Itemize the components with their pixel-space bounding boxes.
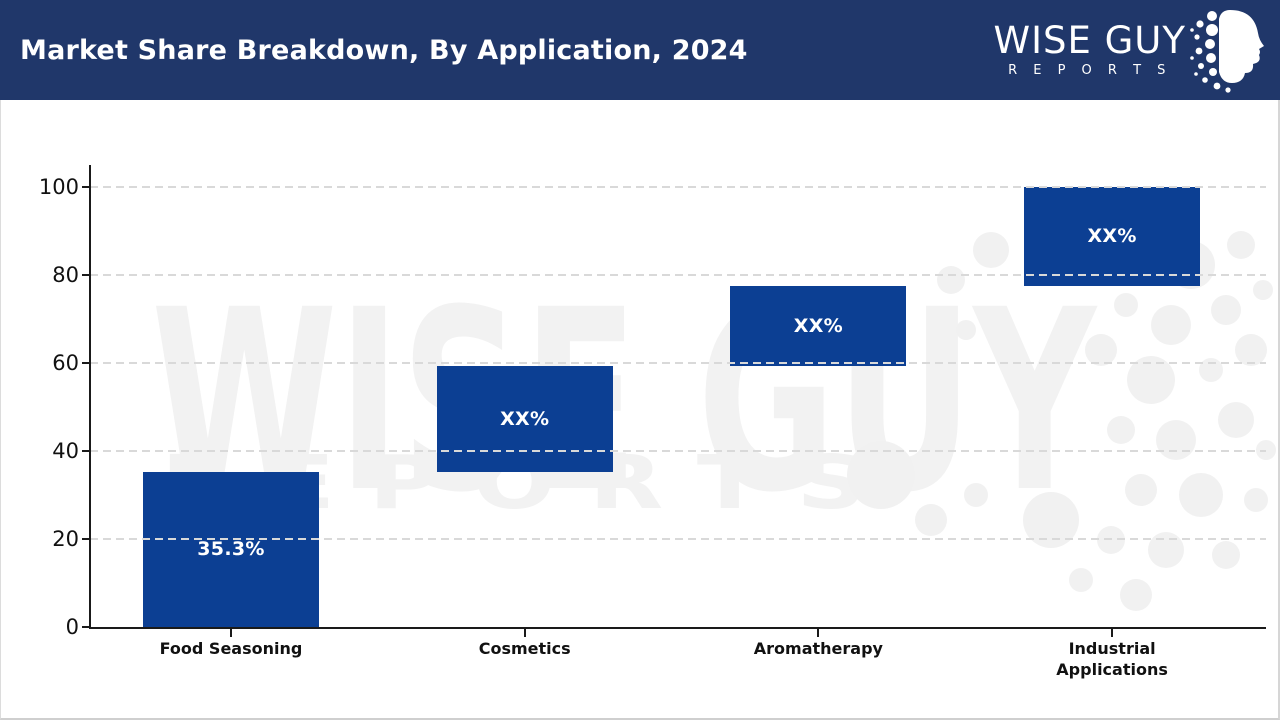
x-tick-mark-1: [523, 629, 526, 637]
chart-area: WISE GUY R E P O R T S 0 20 40 60 80 100 35.3%…: [0, 100, 1280, 720]
x-category-label-3: Industrial Applications: [1056, 639, 1168, 679]
bar-cosmetics: XX%: [436, 366, 613, 472]
y-tick-mark-20: [82, 538, 90, 540]
gridline-80: [90, 274, 1266, 276]
x-category-label-2: Aromatherapy: [753, 639, 883, 658]
brand-logo-text: WISE GUY R E P O R T S: [994, 22, 1186, 78]
bar-aromatherapy: XX%: [730, 285, 907, 367]
y-tick-mark-0: [82, 626, 90, 628]
bar-industrial-applications: XX%: [1024, 187, 1201, 286]
brand-logo: WISE GUY R E P O R T S: [994, 6, 1280, 94]
page-title: Market Share Breakdown, By Application, …: [20, 34, 748, 66]
y-tick-label-80: 80: [52, 263, 79, 287]
y-tick-mark-60: [82, 362, 90, 364]
y-tick-label-100: 100: [38, 175, 79, 199]
bar-value-label: XX%: [500, 407, 550, 430]
x-axis-line: [89, 627, 1266, 629]
bar-value-label: 35.3%: [197, 538, 265, 561]
bar-food-seasoning: 35.3%: [143, 471, 319, 627]
brand-logo-line2: R E P O R T S: [1008, 63, 1172, 78]
y-tick-mark-40: [82, 450, 90, 452]
header-bar: Market Share Breakdown, By Application, …: [0, 0, 1280, 100]
bar-value-label: XX%: [1087, 225, 1137, 248]
logo-head-icon: [1190, 10, 1264, 93]
bar-value-label: XX%: [793, 314, 844, 337]
x-tick-mark-2: [817, 629, 820, 637]
x-category-label-0: Food Seasoning: [159, 639, 303, 658]
gridline-40: [90, 450, 1266, 452]
x-category-label-1: Cosmetics: [478, 639, 571, 658]
y-tick-label-60: 60: [52, 351, 79, 375]
watermark-head-dots-icon: [847, 224, 1276, 611]
brand-logo-line1: WISE GUY: [993, 19, 1186, 62]
x-tick-mark-3: [1111, 629, 1114, 637]
y-tick-mark-100: [82, 186, 90, 188]
y-tick-label-40: 40: [52, 439, 79, 463]
plot: 0 20 40 60 80 100 35.3% Food Seasoning XX% Cosmet…: [1, 100, 1279, 718]
y-tick-label-20: 20: [52, 527, 79, 551]
gridline-100: [90, 186, 1266, 188]
gridline-60: [90, 362, 1266, 364]
y-tick-label-0: 0: [65, 615, 79, 639]
x-tick-mark-0: [230, 629, 232, 637]
gridline-20: [90, 538, 1266, 540]
y-tick-mark-80: [82, 274, 90, 276]
y-axis-line: [89, 165, 91, 629]
